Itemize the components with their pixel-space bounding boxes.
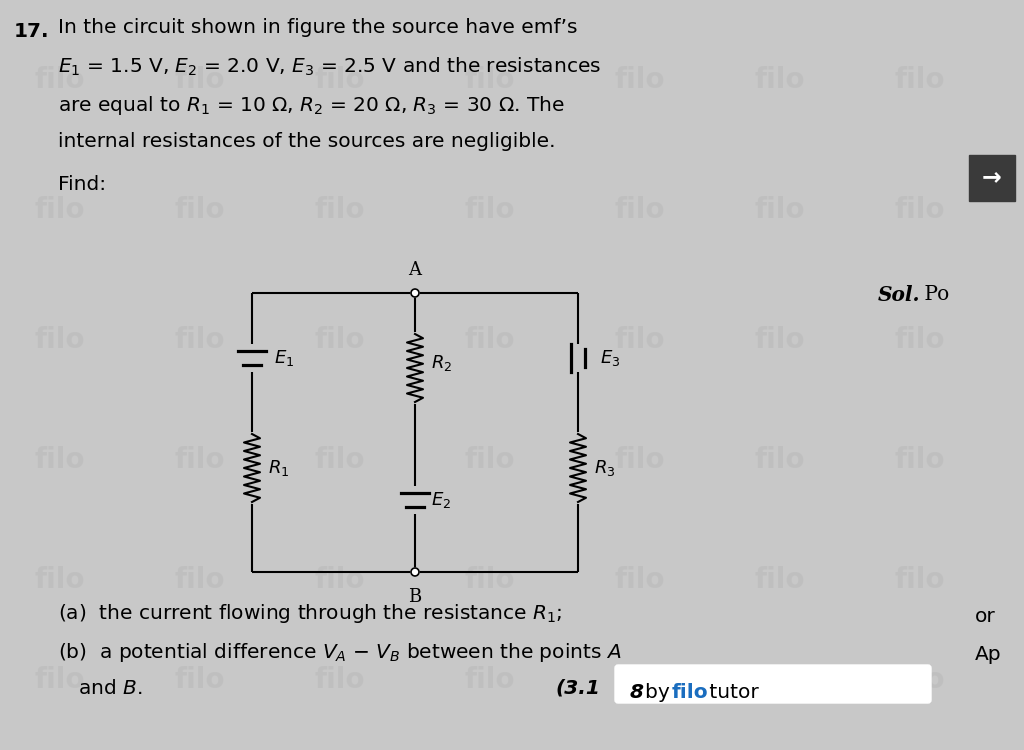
Text: $R_3$: $R_3$ bbox=[594, 458, 615, 478]
Text: (3.1: (3.1 bbox=[555, 679, 600, 698]
Text: filo: filo bbox=[35, 66, 85, 94]
Text: $R_2$: $R_2$ bbox=[431, 353, 453, 373]
Text: are equal to $R_1$ = 10 Ω, $R_2$ = 20 Ω, $R_3$ = 30 Ω. The: are equal to $R_1$ = 10 Ω, $R_2$ = 20 Ω,… bbox=[58, 94, 564, 117]
Text: filo: filo bbox=[465, 66, 515, 94]
Text: filo: filo bbox=[755, 326, 805, 354]
Text: filo: filo bbox=[465, 196, 515, 224]
Text: filo: filo bbox=[755, 196, 805, 224]
Text: filo: filo bbox=[465, 446, 515, 474]
Text: filo: filo bbox=[314, 66, 366, 94]
Text: $E_1$: $E_1$ bbox=[274, 348, 294, 368]
Text: $R_1$: $R_1$ bbox=[268, 458, 290, 478]
Text: filo: filo bbox=[314, 326, 366, 354]
Text: $E_2$: $E_2$ bbox=[431, 490, 452, 510]
Text: →: → bbox=[982, 165, 1001, 189]
Text: filo: filo bbox=[35, 446, 85, 474]
Text: filo: filo bbox=[175, 446, 225, 474]
Text: $E_1$ = 1.5 V, $E_2$ = 2.0 V, $E_3$ = 2.5 V and the resistances: $E_1$ = 1.5 V, $E_2$ = 2.0 V, $E_3$ = 2.… bbox=[58, 56, 601, 78]
Text: filo: filo bbox=[614, 66, 666, 94]
FancyBboxPatch shape bbox=[969, 155, 1015, 201]
Text: filo: filo bbox=[614, 666, 666, 694]
Text: filo: filo bbox=[895, 666, 945, 694]
Text: filo: filo bbox=[35, 566, 85, 594]
Text: filo: filo bbox=[35, 326, 85, 354]
FancyBboxPatch shape bbox=[615, 665, 931, 703]
Text: internal resistances of the sources are negligible.: internal resistances of the sources are … bbox=[58, 132, 555, 151]
Text: filo: filo bbox=[175, 196, 225, 224]
Text: filo: filo bbox=[314, 446, 366, 474]
Text: filo: filo bbox=[35, 196, 85, 224]
Text: Find:: Find: bbox=[58, 175, 106, 194]
Text: filo: filo bbox=[175, 66, 225, 94]
Text: In the circuit shown in figure the source have emf’s: In the circuit shown in figure the sourc… bbox=[58, 18, 578, 37]
Text: filo: filo bbox=[465, 326, 515, 354]
Text: filo: filo bbox=[755, 566, 805, 594]
Text: filo: filo bbox=[672, 683, 709, 702]
Text: tutor: tutor bbox=[703, 683, 759, 702]
Circle shape bbox=[411, 289, 419, 297]
Text: filo: filo bbox=[895, 326, 945, 354]
Text: filo: filo bbox=[895, 566, 945, 594]
Text: 8: 8 bbox=[630, 683, 644, 702]
Text: filo: filo bbox=[755, 666, 805, 694]
Text: filo: filo bbox=[314, 666, 366, 694]
Text: filo: filo bbox=[35, 666, 85, 694]
Text: Po: Po bbox=[918, 285, 949, 304]
Circle shape bbox=[411, 568, 419, 576]
Text: Sol.: Sol. bbox=[878, 285, 921, 305]
Text: (b)  a potential difference $V_A$ − $V_B$ between the points $A$: (b) a potential difference $V_A$ − $V_B$… bbox=[58, 641, 622, 664]
Text: Ap: Ap bbox=[975, 645, 1001, 664]
Text: filo: filo bbox=[314, 196, 366, 224]
Text: filo: filo bbox=[895, 66, 945, 94]
Text: filo: filo bbox=[314, 566, 366, 594]
Text: filo: filo bbox=[895, 446, 945, 474]
Text: B: B bbox=[409, 588, 422, 606]
Text: A: A bbox=[409, 261, 422, 279]
Text: filo: filo bbox=[895, 196, 945, 224]
Text: filo: filo bbox=[614, 566, 666, 594]
Text: filo: filo bbox=[465, 566, 515, 594]
Text: filo: filo bbox=[614, 446, 666, 474]
Text: filo: filo bbox=[465, 666, 515, 694]
Text: filo: filo bbox=[614, 196, 666, 224]
Text: filo: filo bbox=[614, 326, 666, 354]
Text: $E_3$: $E_3$ bbox=[600, 348, 621, 368]
Text: filo: filo bbox=[175, 566, 225, 594]
Text: and $B$.: and $B$. bbox=[78, 679, 142, 698]
Text: filo: filo bbox=[755, 66, 805, 94]
Text: filo: filo bbox=[175, 666, 225, 694]
Text: by: by bbox=[645, 683, 676, 702]
Text: 17.: 17. bbox=[14, 22, 49, 41]
Text: filo: filo bbox=[175, 326, 225, 354]
Text: or: or bbox=[975, 607, 995, 626]
Text: filo: filo bbox=[755, 446, 805, 474]
Text: (a)  the current flowing through the resistance $R_1$;: (a) the current flowing through the resi… bbox=[58, 602, 562, 625]
